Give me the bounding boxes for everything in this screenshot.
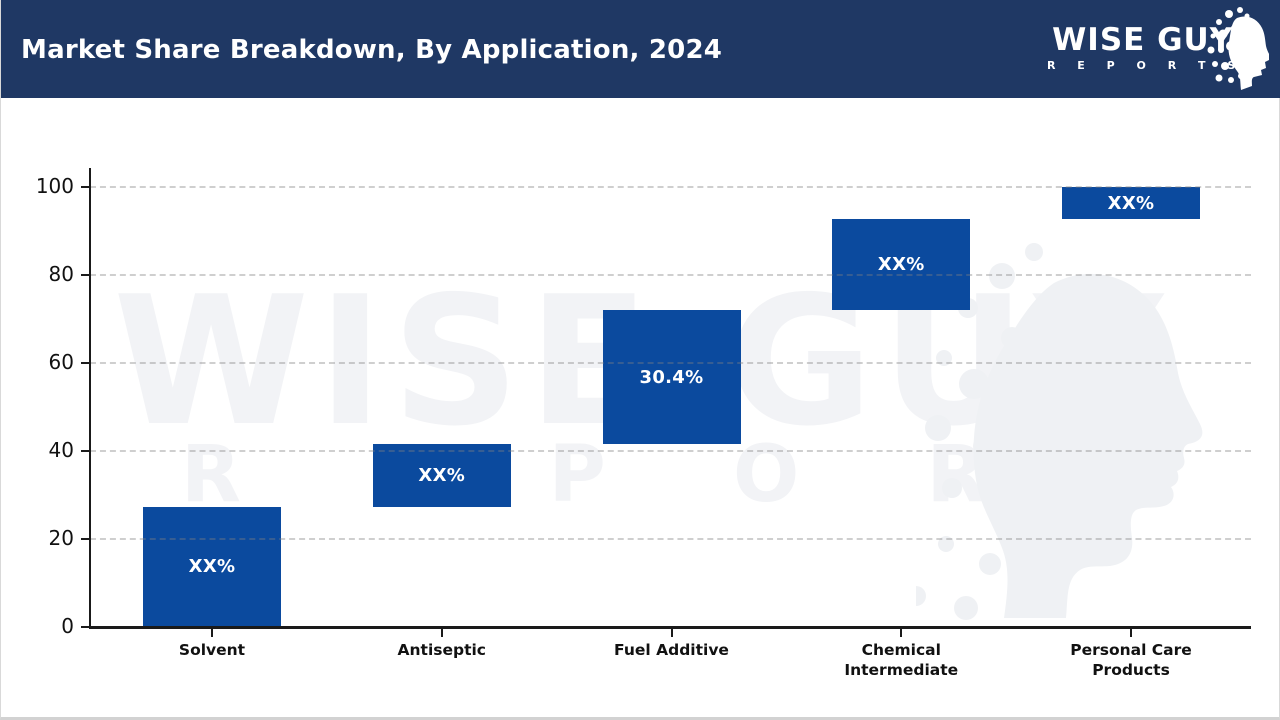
x-tick-mark (1130, 629, 1132, 637)
gridline (90, 186, 1251, 188)
x-tick-mark (440, 629, 443, 637)
y-tick-label: 100 (35, 174, 74, 198)
y-tick-label: 0 (61, 614, 74, 638)
bar-value-label: 30.4% (639, 366, 704, 388)
bar-value-label: XX% (1107, 192, 1155, 214)
y-tick-mark (81, 362, 90, 364)
x-tick-mark (670, 629, 673, 637)
gridline (90, 362, 1251, 364)
brand-logo: WISE GUY R E P O R T S (1027, 6, 1269, 92)
bar: XX% (372, 443, 511, 507)
x-tick-label: Fuel Additive (614, 641, 729, 659)
header-bar: Market Share Breakdown, By Application, … (1, 0, 1280, 98)
bar-value-label: XX% (188, 556, 236, 578)
bar: 30.4% (602, 310, 741, 444)
bar: XX% (1062, 187, 1200, 220)
brand-wordmark: WISE GUY (1052, 22, 1234, 58)
x-tick-mark (211, 629, 213, 637)
gridline (90, 450, 1251, 452)
bar-value-label: XX% (418, 464, 466, 486)
y-tick-mark (81, 450, 90, 452)
y-tick-label: 20 (48, 526, 74, 550)
bar-value-label: XX% (877, 254, 925, 276)
chart-title: Market Share Breakdown, By Application, … (21, 35, 723, 65)
y-tick-mark (81, 186, 90, 188)
y-tick-mark (81, 538, 90, 540)
x-tick-mark (900, 629, 903, 637)
brand-reports-label: R E P O R T S (1047, 58, 1245, 72)
y-axis-line (89, 168, 91, 629)
watermark: WISE GUY R E P O R T S (1, 98, 1280, 720)
watermark-head-icon (916, 243, 1203, 620)
x-axis-line (89, 626, 1251, 629)
x-tick-label: Chemical Intermediate (844, 641, 959, 680)
y-tick-label: 40 (48, 438, 74, 462)
x-tick-label: Personal Care Products (1070, 641, 1192, 680)
y-tick-label: 60 (48, 350, 74, 374)
gridline (90, 274, 1251, 276)
y-tick-mark (81, 626, 90, 628)
x-tick-label: Solvent (178, 641, 246, 659)
brand-head-icon (1207, 7, 1269, 90)
y-tick-label: 80 (48, 262, 74, 286)
brand-logo-text: WISE GUY R E P O R T S (1041, 24, 1244, 72)
y-tick-mark (81, 274, 90, 276)
bar: XX% (832, 219, 971, 311)
bar: XX% (143, 506, 281, 627)
gridline (90, 538, 1251, 540)
x-tick-label: Antiseptic (397, 641, 487, 659)
